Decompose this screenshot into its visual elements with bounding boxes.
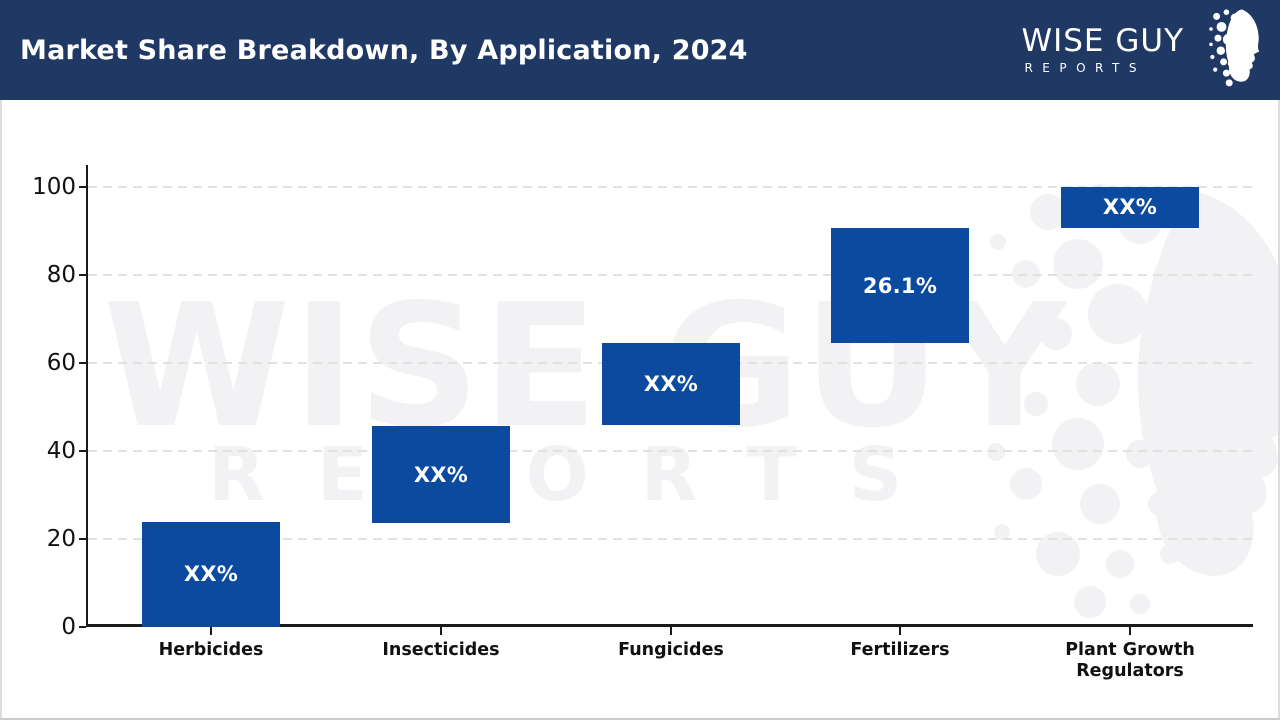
header-bar: Market Share Breakdown, By Application, … [0,0,1280,100]
bar-value-label: XX% [413,462,469,487]
logo-head-icon [1209,9,1260,87]
y-tick-label: 0 [61,614,76,640]
bar-segment-herbicides: XX% [142,521,280,627]
y-tick-mark [79,362,86,364]
gridline-y40 [88,450,1253,452]
y-tick-label: 60 [46,350,76,376]
x-tick-mark [210,627,212,635]
bar-segment-plant-growth-regulators: XX% [1061,187,1199,228]
bar-segment-insecticides: XX% [372,425,510,524]
logo-text: WISE GUY REPORTS [1021,22,1184,75]
gridline-y80 [88,274,1253,276]
x-axis-line [86,624,1253,627]
y-tick-mark [79,274,86,276]
y-tick-mark [79,450,86,452]
y-tick-label: 20 [46,526,76,552]
wise-guy-reports-logo: WISE GUY REPORTS [1021,7,1260,93]
bar-value-label: XX% [183,562,239,587]
y-tick-mark [79,626,86,628]
bar-segment-fungicides: XX% [602,343,740,426]
x-category-label: Herbicides [158,640,264,660]
bar-segment-fertilizers: 26.1% [831,228,969,344]
x-tick-mark [440,627,442,635]
page-border-left [0,100,2,720]
gridline-y100 [88,186,1253,188]
watermark-head-icon [987,184,1280,618]
x-category-label: Fungicides [618,640,724,660]
y-tick-mark [79,538,86,540]
gridline-y20 [88,538,1253,540]
y-tick-label: 40 [46,438,76,464]
bar-value-label: XX% [1102,195,1158,220]
page-border-right [1278,100,1280,720]
logo-name: WISE GUY [1021,22,1184,59]
x-category-label: Insecticides [382,640,500,660]
x-category-label: Plant Growth Regulators [1065,640,1195,681]
page-title: Market Share Breakdown, By Application, … [20,34,748,66]
bar-value-label: 26.1% [862,273,938,298]
y-tick-mark [79,186,86,188]
x-tick-mark [670,627,672,635]
page-border-bottom [0,718,1280,720]
y-tick-label: 80 [46,262,76,288]
logo-tagline: REPORTS [1024,60,1146,75]
y-tick-label: 100 [32,174,76,200]
x-tick-mark [1129,627,1131,635]
x-tick-mark [899,627,901,635]
y-axis-line [86,165,88,627]
bar-value-label: XX% [643,372,699,397]
x-category-label: Fertilizers [850,640,950,660]
